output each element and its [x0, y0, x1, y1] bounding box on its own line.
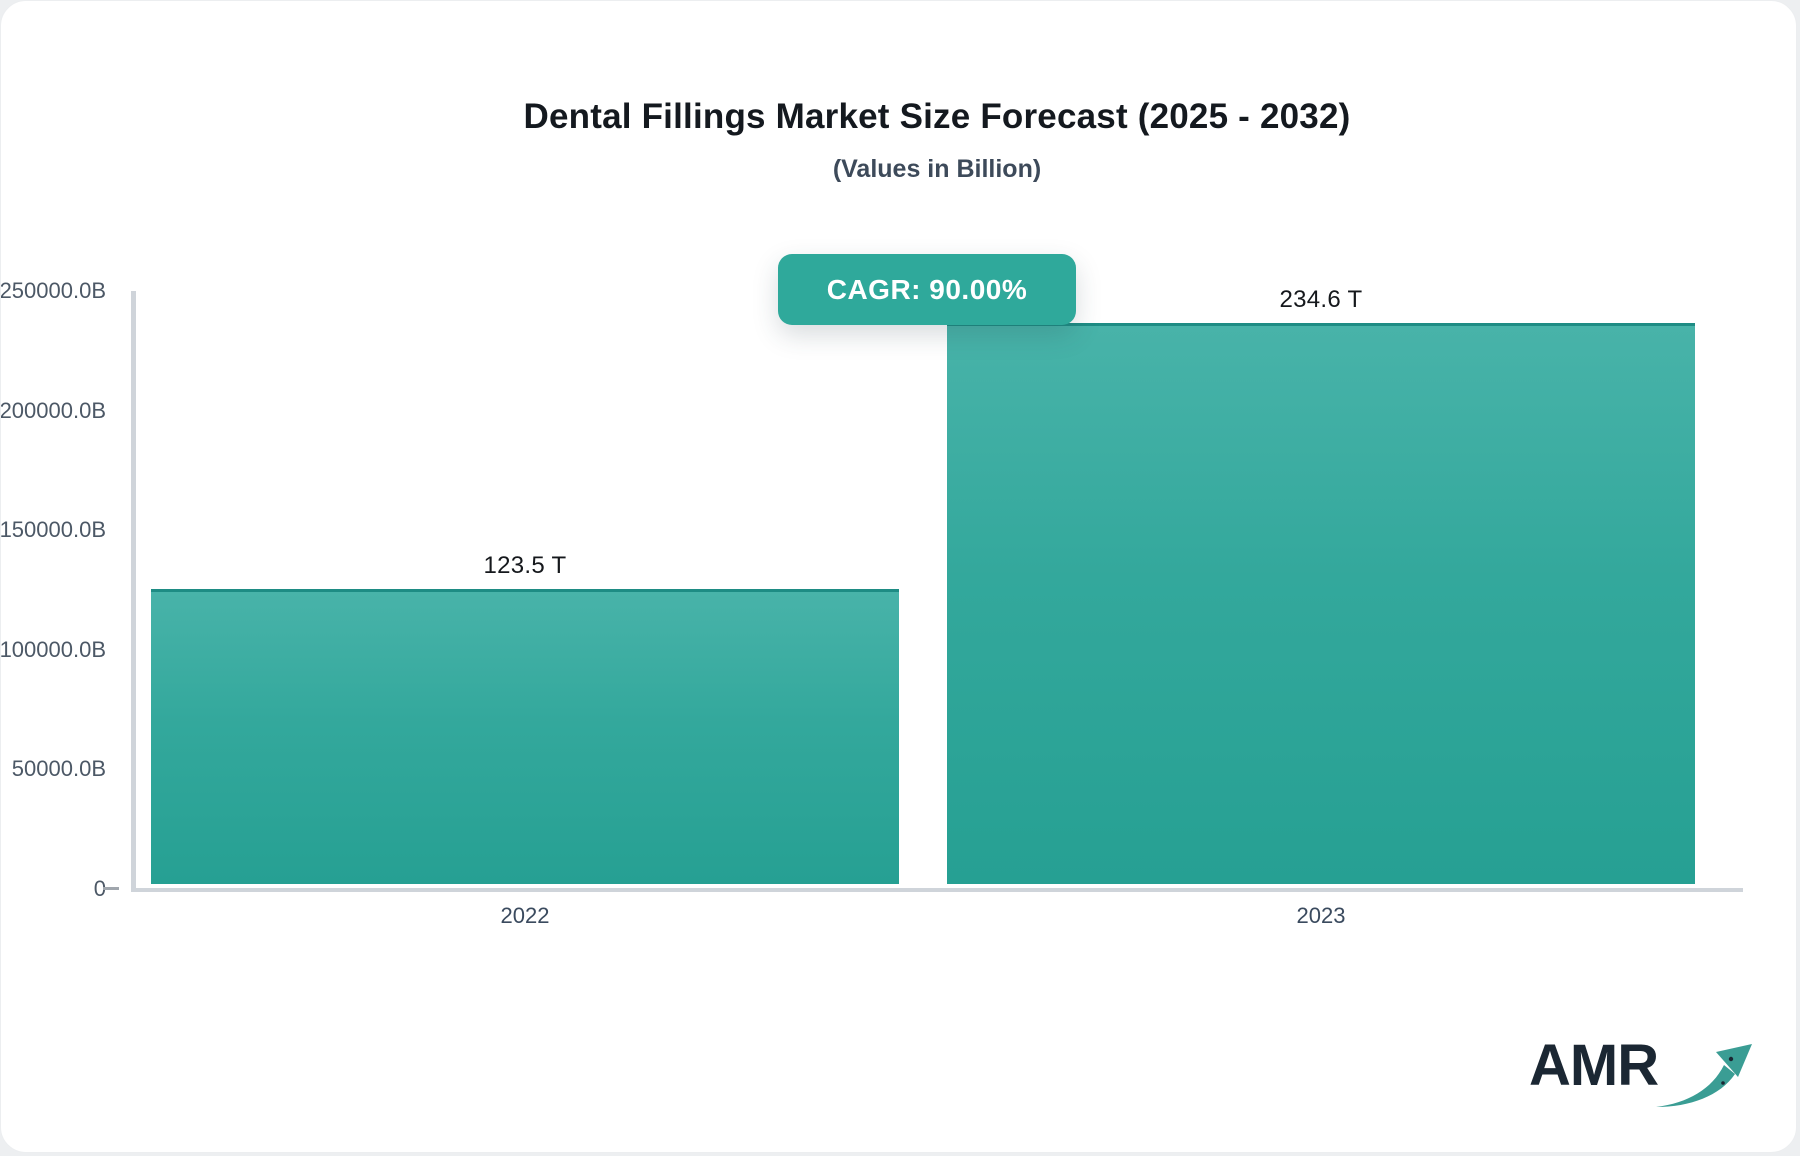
bar-value-label-2022: 123.5 T	[483, 552, 567, 579]
y-tick-label: 250000.0B	[0, 278, 106, 303]
y-tick-label: 0	[93, 876, 106, 901]
chart-title: Dental Fillings Market Size Forecast (20…	[523, 97, 1351, 136]
bar-group-2022: 123.5 T	[151, 552, 899, 884]
bar-rect-2023	[947, 323, 1695, 884]
y-tick-label: 150000.0B	[0, 517, 106, 543]
y-tick-mark	[103, 887, 119, 890]
x-axis-label-2023: 2023	[1296, 903, 1346, 928]
x-axis-label-2022: 2022	[500, 903, 550, 928]
chart-header: Dental Fillings Market Size Forecast (20…	[131, 97, 1743, 184]
bar-group-2023: 234.6 T	[947, 286, 1695, 884]
y-tick-label: 200000.0B	[0, 397, 106, 423]
amr-logo: AMR	[1529, 1035, 1757, 1111]
growth-arrow-icon	[1656, 1044, 1753, 1107]
cagr-badge: CAGR: 90.00%	[778, 254, 1076, 325]
y-tick-label: 50000.0B	[11, 756, 106, 782]
amr-logo-text: AMR	[1529, 1033, 1659, 1098]
y-tick-label: 100000.0B	[0, 636, 106, 662]
cagr-badge-label: CAGR: 90.00%	[826, 273, 1028, 305]
x-axis-line	[131, 888, 1743, 892]
chart-subtitle: (Values in Billion)	[832, 155, 1042, 183]
y-axis-line	[131, 291, 136, 889]
bar-value-label-2023: 234.6 T	[1279, 286, 1363, 313]
bar-rect-2022	[151, 589, 899, 884]
